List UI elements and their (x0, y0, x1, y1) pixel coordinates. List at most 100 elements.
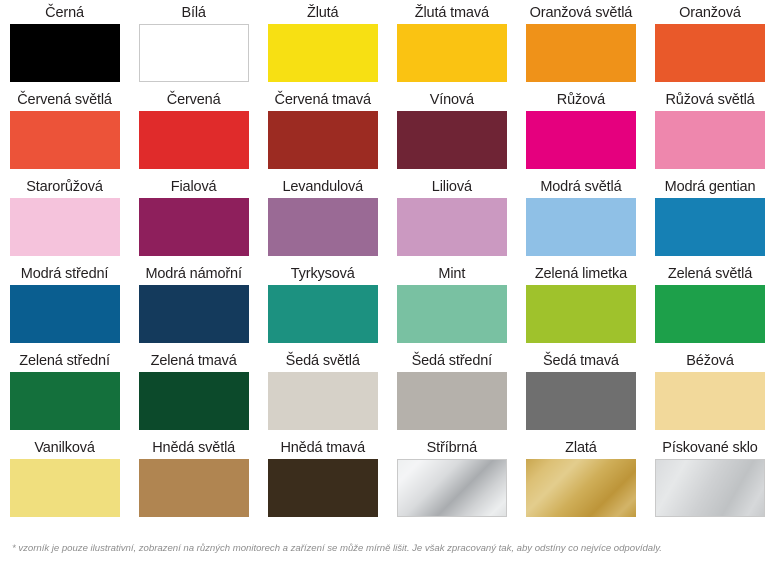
swatch-cell-seda-tmava[interactable]: Šedá tmavá (516, 353, 645, 440)
swatch-cell-zelena-stredni[interactable]: Zelená střední (0, 353, 129, 440)
swatch-cell-zelena-tmava[interactable]: Zelená tmavá (129, 353, 258, 440)
swatch-chip-zluta[interactable] (267, 24, 378, 82)
swatch-cell-bila[interactable]: Bílá (129, 5, 258, 92)
swatch-label: Červená tmavá (274, 92, 372, 108)
swatch-label: Tyrkysová (290, 266, 355, 282)
swatch-label: Vínová (429, 92, 474, 108)
swatch-chip-tyrkysova[interactable] (267, 285, 378, 343)
swatch-cell-oranzova-svetla[interactable]: Oranžová světlá (516, 5, 645, 92)
swatch-chip-seda-svetla[interactable] (267, 372, 378, 430)
swatch-cell-hneda-tmava[interactable]: Hnědá tmavá (258, 440, 387, 527)
swatch-chip-cervena[interactable] (138, 111, 249, 169)
swatch-cell-cerna[interactable]: Černá (0, 5, 129, 92)
swatch-cell-seda-stredni[interactable]: Šedá střední (387, 353, 516, 440)
swatch-chip-ruzova[interactable] (525, 111, 636, 169)
swatch-cell-liliova[interactable]: Liliová (387, 179, 516, 266)
swatch-label: Zelená střední (19, 353, 110, 369)
swatch-chip-modra-gentian[interactable] (655, 198, 766, 256)
swatch-chip-mint[interactable] (396, 285, 507, 343)
swatch-cell-staroruzova[interactable]: Starorůžová (0, 179, 129, 266)
disclaimer-note: * vzorník je pouze ilustrativní, zobraze… (12, 543, 662, 554)
swatch-label: Růžová (556, 92, 606, 108)
swatch-label: Hnědá světlá (152, 440, 236, 456)
swatch-cell-modra-stredni[interactable]: Modrá střední (0, 266, 129, 353)
swatch-label: Zelená světlá (667, 266, 753, 282)
swatch-cell-cervena-svetla[interactable]: Červená světlá (0, 92, 129, 179)
swatch-chip-zelena-svetla[interactable] (655, 285, 766, 343)
swatch-cell-bezova[interactable]: Béžová (645, 353, 774, 440)
swatch-chip-modra-stredni[interactable] (9, 285, 120, 343)
swatch-cell-zelena-limetka[interactable]: Zelená limetka (516, 266, 645, 353)
swatch-chip-zelena-limetka[interactable] (525, 285, 636, 343)
swatch-chip-zlata[interactable] (525, 459, 636, 517)
swatch-cell-stribrna[interactable]: Stříbrná (387, 440, 516, 527)
swatch-chip-oranzova-svetla[interactable] (525, 24, 636, 82)
swatch-cell-zluta[interactable]: Žlutá (258, 5, 387, 92)
swatch-chip-bila[interactable] (138, 24, 249, 82)
swatch-label: Červená světlá (17, 92, 112, 108)
swatch-chip-bezova[interactable] (655, 372, 766, 430)
swatch-label: Oranžová (679, 5, 741, 21)
swatch-chip-levandulova[interactable] (267, 198, 378, 256)
swatch-label: Růžová světlá (665, 92, 755, 108)
swatch-chip-fialova[interactable] (138, 198, 249, 256)
swatch-label: Šedá světlá (285, 353, 360, 369)
swatch-cell-zelena-svetla[interactable]: Zelená světlá (645, 266, 774, 353)
swatch-cell-vanilkova[interactable]: Vanilková (0, 440, 129, 527)
swatch-chip-liliova[interactable] (396, 198, 507, 256)
swatch-cell-piskovane-sklo[interactable]: Pískované sklo (645, 440, 774, 527)
swatch-chip-piskovane-sklo[interactable] (655, 459, 766, 517)
swatch-chip-staroruzova[interactable] (9, 198, 120, 256)
swatch-label: Šedá tmavá (542, 353, 619, 369)
swatch-chip-vanilkova[interactable] (9, 459, 120, 517)
swatch-label: Pískované sklo (662, 440, 758, 456)
swatch-chip-seda-stredni[interactable] (396, 372, 507, 430)
swatch-cell-fialova[interactable]: Fialová (129, 179, 258, 266)
swatch-cell-cervena-tmava[interactable]: Červená tmavá (258, 92, 387, 179)
swatch-grid: Černá Bílá Žlutá Žlutá tmavá Oranžová světlá… (0, 5, 774, 527)
swatch-cell-modra-namorni[interactable]: Modrá námořní (129, 266, 258, 353)
swatch-label: Černá (45, 5, 84, 21)
swatch-cell-seda-svetla[interactable]: Šedá světlá (258, 353, 387, 440)
swatch-label: Vanilková (34, 440, 95, 456)
swatch-cell-cervena[interactable]: Červená (129, 92, 258, 179)
swatch-chip-zluta-tmava[interactable] (396, 24, 507, 82)
swatch-chip-hneda-tmava[interactable] (267, 459, 378, 517)
swatch-cell-modra-svetla[interactable]: Modrá světlá (516, 179, 645, 266)
swatch-chip-cervena-svetla[interactable] (9, 111, 120, 169)
swatch-cell-ruzova-svetla[interactable]: Růžová světlá (645, 92, 774, 179)
swatch-chip-cervena-tmava[interactable] (267, 111, 378, 169)
swatch-cell-hneda-svetla[interactable]: Hnědá světlá (129, 440, 258, 527)
swatch-label: Žlutá tmavá (414, 5, 489, 21)
swatch-chip-modra-namorni[interactable] (138, 285, 249, 343)
swatch-chip-cerna[interactable] (9, 24, 120, 82)
swatch-cell-oranzova[interactable]: Oranžová (645, 5, 774, 92)
swatch-cell-ruzova[interactable]: Růžová (516, 92, 645, 179)
swatch-cell-tyrkysova[interactable]: Tyrkysová (258, 266, 387, 353)
swatch-label: Fialová (170, 179, 217, 195)
swatch-chip-ruzova-svetla[interactable] (655, 111, 766, 169)
swatch-chip-zelena-stredni[interactable] (9, 372, 120, 430)
swatch-cell-levandulova[interactable]: Levandulová (258, 179, 387, 266)
swatch-label: Modrá střední (20, 266, 109, 282)
swatch-cell-modra-gentian[interactable]: Modrá gentian (645, 179, 774, 266)
swatch-chip-hneda-svetla[interactable] (138, 459, 249, 517)
swatch-label: Stříbrná (426, 440, 478, 456)
swatch-chip-oranzova[interactable] (655, 24, 766, 82)
swatch-chip-modra-svetla[interactable] (525, 198, 636, 256)
swatch-chip-vinova[interactable] (396, 111, 507, 169)
swatch-label: Levandulová (282, 179, 364, 195)
swatch-chip-seda-tmava[interactable] (525, 372, 636, 430)
swatch-label: Zelená limetka (534, 266, 628, 282)
swatch-label: Hnědá tmavá (280, 440, 366, 456)
swatch-chip-zelena-tmava[interactable] (138, 372, 249, 430)
swatch-label: Oranžová světlá (529, 5, 633, 21)
swatch-cell-vinova[interactable]: Vínová (387, 92, 516, 179)
swatch-cell-zluta-tmava[interactable]: Žlutá tmavá (387, 5, 516, 92)
swatch-cell-mint[interactable]: Mint (387, 266, 516, 353)
swatch-cell-zlata[interactable]: Zlatá (516, 440, 645, 527)
swatch-chip-stribrna[interactable] (396, 459, 507, 517)
swatch-label: Žlutá (306, 5, 339, 21)
swatch-label: Liliová (431, 179, 472, 195)
